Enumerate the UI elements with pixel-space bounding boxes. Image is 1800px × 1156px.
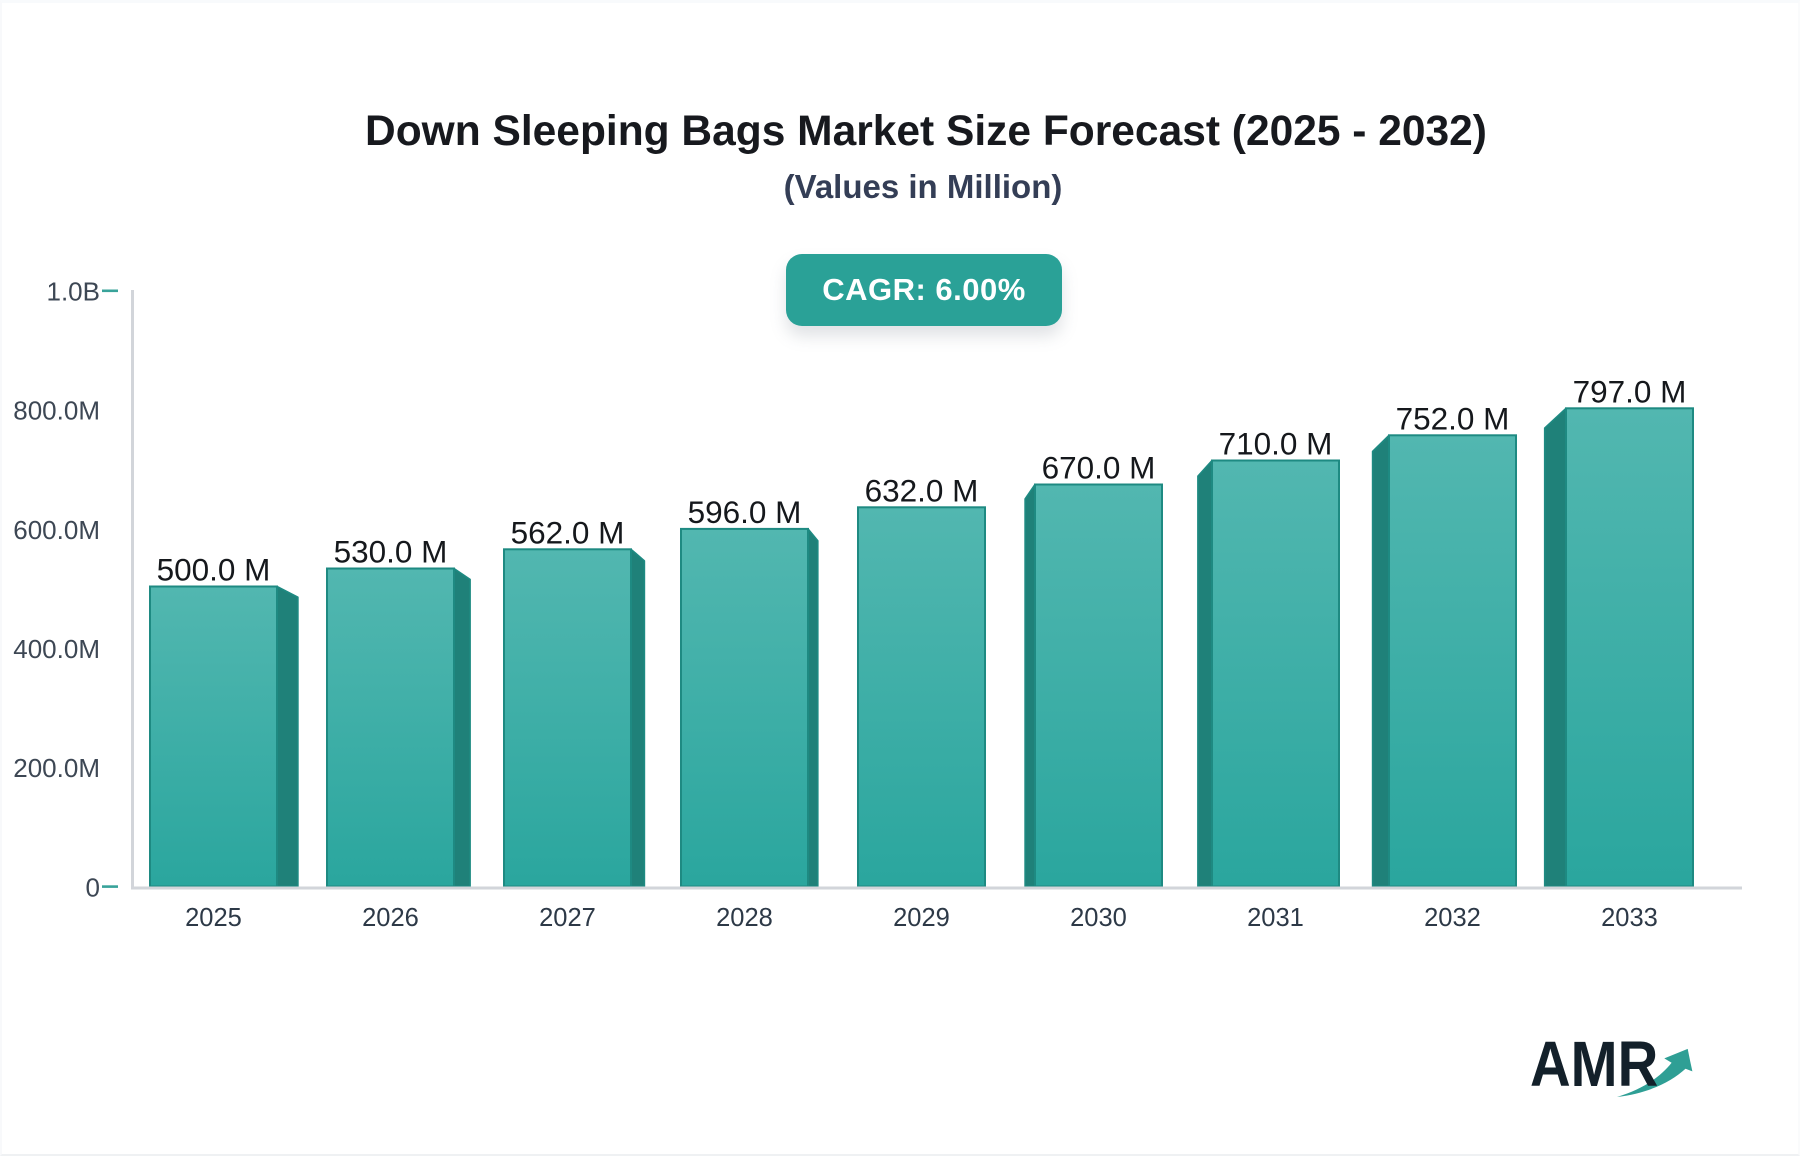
y-axis-label: 0	[86, 872, 100, 902]
x-axis-label: 2030	[1070, 904, 1127, 932]
chart-title: Down Sleeping Bags Market Size Forecast …	[365, 108, 1487, 155]
bar-side-face	[630, 548, 646, 888]
bar-value-label: 500.0 M	[157, 552, 271, 588]
bar	[1565, 407, 1694, 888]
bar-side-face	[1024, 483, 1036, 888]
x-axis-label: 2026	[362, 904, 419, 932]
x-axis-label: 2028	[716, 904, 773, 932]
growth-arrow-icon	[1617, 1048, 1693, 1097]
bar-value-label: 710.0 M	[1219, 426, 1333, 462]
x-axis-label: 2031	[1247, 904, 1304, 932]
bar	[326, 567, 455, 888]
bar	[1388, 434, 1517, 888]
bar	[1211, 459, 1340, 888]
bar-side-face	[1371, 434, 1390, 888]
y-axis-label: 600.0M	[13, 515, 100, 545]
bar-value-label: 596.0 M	[688, 494, 802, 530]
y-axis-tick	[102, 289, 118, 293]
bar-value-label: 670.0 M	[1042, 450, 1156, 486]
bar-side-face	[1543, 407, 1567, 888]
bar-value-label: 752.0 M	[1396, 400, 1510, 436]
bar-value-label: 797.0 M	[1573, 373, 1687, 409]
bar-value-label: 530.0 M	[334, 534, 448, 570]
brand-logo: AMR	[1528, 1029, 1708, 1116]
y-axis-label: 400.0M	[13, 634, 100, 664]
x-axis-label: 2033	[1601, 904, 1658, 932]
x-axis-label: 2025	[185, 904, 242, 932]
x-axis-line	[131, 886, 1742, 890]
bar-value-label: 632.0 M	[865, 472, 979, 508]
brand-logo-text: AMR	[1530, 1028, 1659, 1100]
bar	[503, 548, 632, 888]
y-axis-tick	[102, 885, 118, 888]
bar	[857, 506, 986, 888]
bar	[1034, 483, 1163, 888]
cagr-badge-label: CAGR: 6.00%	[822, 272, 1026, 307]
bar-side-face	[453, 567, 471, 888]
x-axis-label: 2029	[893, 904, 950, 932]
x-axis-label: 2027	[539, 904, 596, 932]
chart-subtitle: (Values in Million)	[783, 168, 1063, 205]
x-axis-label: 2032	[1424, 904, 1481, 932]
y-axis-label: 1.0B	[47, 277, 101, 307]
bar	[149, 585, 278, 888]
y-axis-line	[131, 290, 134, 890]
bar	[680, 527, 809, 888]
y-axis-label: 800.0M	[13, 396, 100, 426]
bar-side-face	[276, 585, 299, 888]
bar-value-label: 562.0 M	[511, 514, 625, 550]
bar-side-face	[807, 528, 819, 888]
cagr-badge: CAGR: 6.00%	[786, 254, 1062, 326]
bar-side-face	[1197, 459, 1213, 888]
y-axis-label: 200.0M	[13, 753, 100, 783]
